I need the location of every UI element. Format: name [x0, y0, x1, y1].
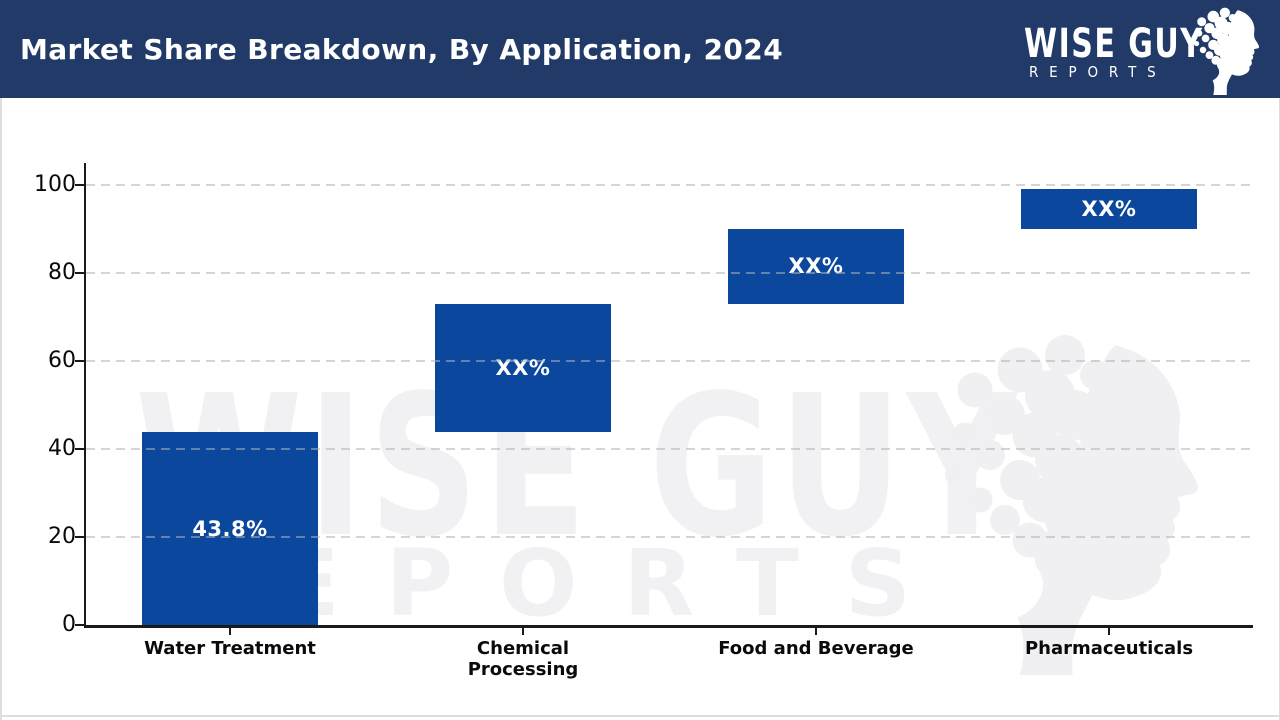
x-category-label: Pharmaceuticals: [1024, 638, 1194, 659]
y-tick-mark: [75, 624, 84, 626]
y-tick-label: 60: [48, 348, 76, 373]
y-tick-mark: [75, 360, 84, 362]
bar-4: XX%: [1021, 188, 1197, 229]
bar-value-label: XX%: [1081, 196, 1137, 221]
y-axis-line: [84, 163, 86, 627]
gridline-100: [86, 184, 1253, 186]
brand-logo: WISE GUY REPORTS: [1024, 1, 1266, 97]
bar-3: XX%: [728, 229, 904, 304]
y-tick-label: 40: [48, 436, 76, 461]
y-tick-label: 100: [34, 172, 76, 197]
brand-subname: REPORTS: [1029, 63, 1167, 81]
y-tick-label: 80: [48, 260, 76, 285]
gridline-40: [86, 448, 1253, 450]
y-tick-label: 0: [62, 612, 76, 637]
bar-value-label: XX%: [788, 254, 844, 279]
chart-canvas: WISE GUY REPORTS 0 20 40 60 80 100 43.8% Water …: [0, 98, 1280, 720]
gridline-80: [86, 272, 1253, 274]
y-tick-mark: [75, 184, 84, 186]
plot-area: 0 20 40 60 80 100 43.8% Water Treatment XX% Chemi…: [0, 98, 1280, 720]
watermark-head-icon: [945, 335, 1198, 675]
brand-name: WISE GUY: [1024, 21, 1204, 67]
bar-2: XX%: [435, 303, 611, 433]
x-tick-mark: [1108, 627, 1110, 635]
x-category-label: Chemical Processing: [467, 638, 579, 680]
canvas-border-bottom: [0, 715, 1280, 717]
x-tick-mark: [229, 627, 231, 635]
canvas-border-left: [0, 98, 2, 720]
gridline-60: [86, 360, 1253, 362]
bar-1: 43.8%: [142, 432, 318, 625]
gridline-20: [86, 536, 1253, 538]
y-tick-mark: [75, 448, 84, 450]
y-tick-label: 20: [48, 524, 76, 549]
y-tick-mark: [75, 536, 84, 538]
x-category-label: Water Treatment: [144, 638, 316, 659]
header: Market Share Breakdown, By Application, …: [0, 0, 1280, 98]
x-axis-line: [84, 625, 1253, 628]
y-tick-mark: [75, 272, 84, 274]
x-tick-mark: [815, 627, 817, 635]
wiseguy-head-icon: [1194, 7, 1260, 95]
x-tick-mark: [522, 627, 524, 635]
x-category-label: Food and Beverage: [718, 638, 914, 659]
page-title: Market Share Breakdown, By Application, …: [20, 32, 784, 66]
